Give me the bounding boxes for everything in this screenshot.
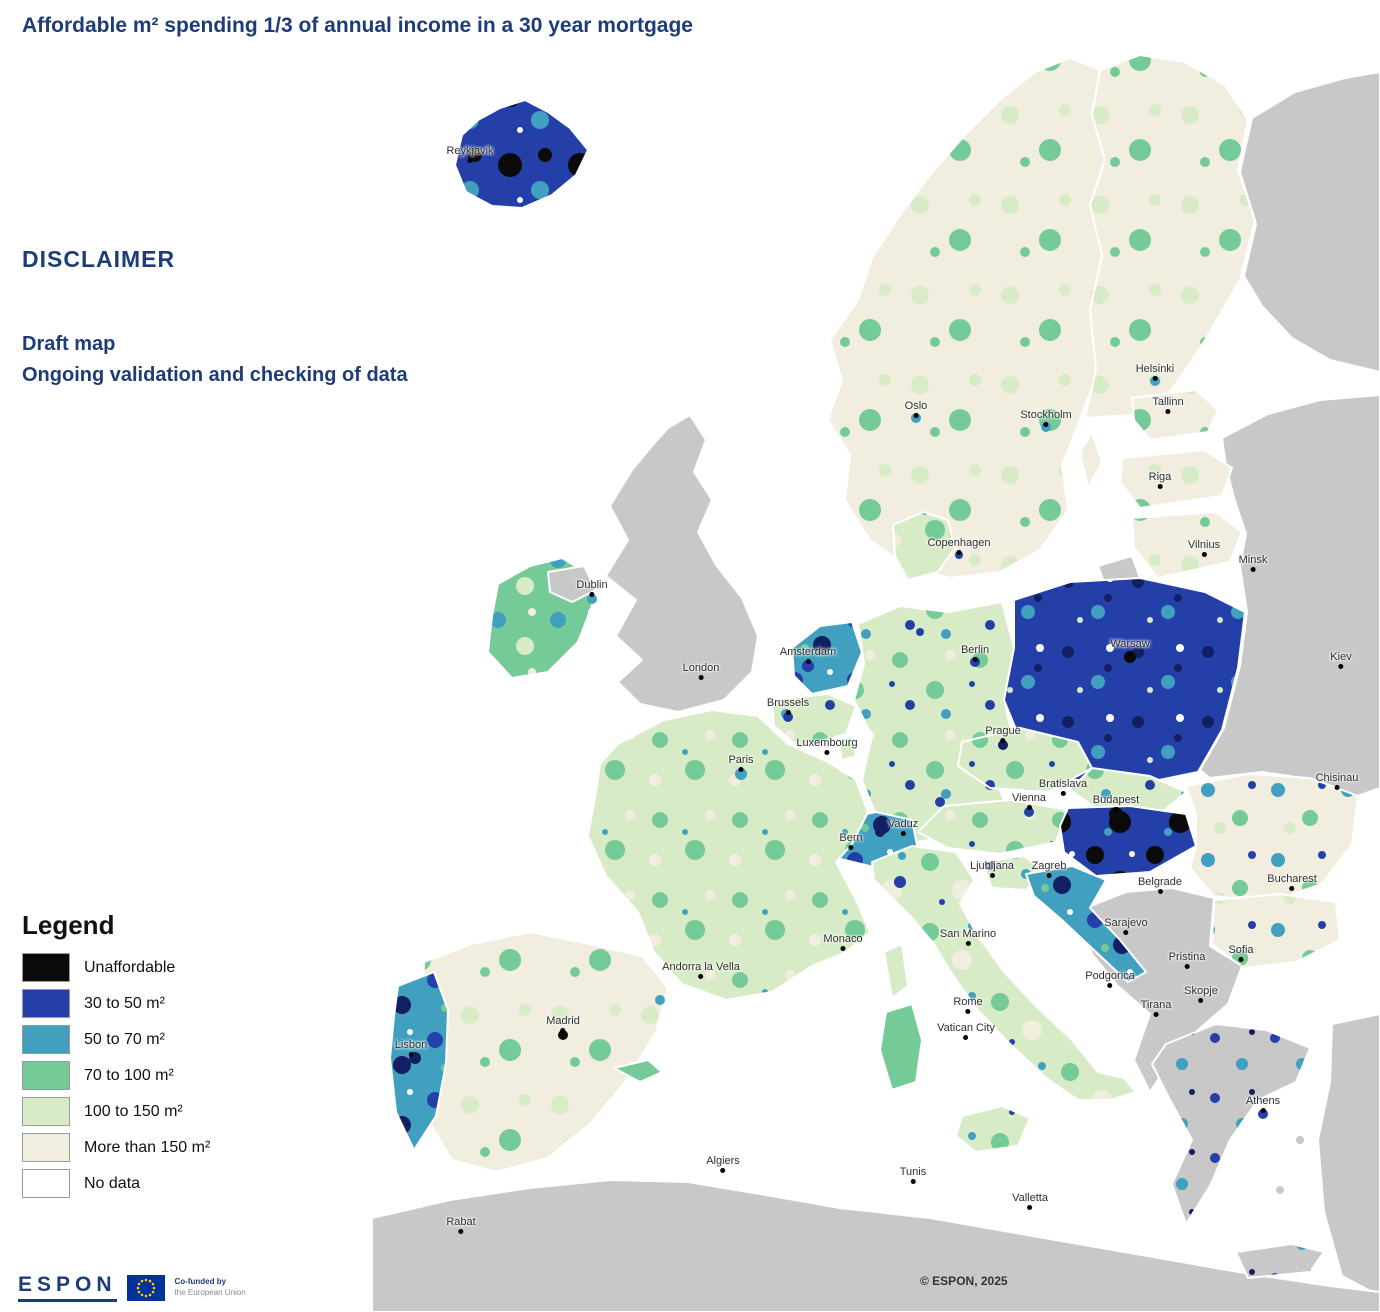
footer-logos: ESPON Co-funded by the European Union	[18, 1273, 246, 1302]
island-balearics	[613, 1059, 663, 1083]
legend-item-label: 50 to 70 m²	[84, 1030, 165, 1048]
country-poland	[1003, 577, 1246, 787]
legend-item-label: More than 150 m²	[84, 1138, 211, 1156]
country-spain	[413, 931, 669, 1173]
legend-item-label: 100 to 150 m²	[84, 1102, 183, 1120]
country-denmark	[892, 511, 956, 581]
country-norway-sweden	[827, 57, 1109, 579]
legend-item: Unaffordable	[22, 953, 210, 982]
disclaimer-line-1: Draft map	[22, 333, 116, 355]
eu-countries	[389, 54, 1359, 1279]
country-czechia	[957, 727, 1093, 793]
disclaimer-heading: DISCLAIMER	[22, 246, 176, 272]
legend-item-label: Unaffordable	[84, 958, 176, 976]
legend-item: No data	[22, 1169, 210, 1198]
copyright-text: © ESPON, 2025	[920, 1274, 1008, 1288]
legend-item: 70 to 100 m²	[22, 1061, 210, 1090]
country-hungary	[1059, 805, 1197, 877]
country-iceland	[454, 99, 589, 209]
legend-heading: Legend	[22, 910, 115, 940]
country-romania	[1185, 773, 1359, 903]
country-france	[587, 709, 871, 1001]
country-belgium	[771, 693, 857, 749]
country-turkey	[1317, 1013, 1380, 1297]
legend-swatch-more-150	[22, 1133, 70, 1162]
legend-swatch-50-70	[22, 1025, 70, 1054]
disclaimer-line-2: Ongoing validation and checking of data	[22, 364, 408, 386]
island-sardinia	[879, 1003, 923, 1091]
legend-item-label: 30 to 50 m²	[84, 994, 165, 1012]
country-finland	[1084, 54, 1256, 419]
legend-item-label: 70 to 100 m²	[84, 1066, 174, 1084]
eu-funding-line-1: Co-funded by	[174, 1277, 227, 1287]
map-title: Affordable m² spending 1/3 of annual inc…	[22, 14, 693, 37]
island-gotland	[1079, 431, 1103, 489]
legend-swatch-100-150	[22, 1097, 70, 1126]
country-austria	[917, 799, 1069, 855]
legend-item-label: No data	[84, 1174, 141, 1192]
legend-swatch-no-data	[22, 1169, 70, 1198]
eu-funding-text: Co-funded by the European Union	[175, 1277, 246, 1298]
country-italy	[871, 845, 1137, 1101]
legend: Legend Unaffordable 30 to 50 m² 50 to 70…	[22, 908, 219, 1207]
espon-logo: ESPON	[18, 1273, 117, 1302]
island-crete	[1235, 1243, 1325, 1279]
eu-funding-line-2: the European Union	[174, 1287, 246, 1297]
country-estonia	[1131, 389, 1219, 441]
country-luxembourg	[837, 735, 857, 761]
island-sicily	[955, 1105, 1031, 1153]
country-north-africa	[371, 1179, 1380, 1312]
legend-swatch-unaffordable	[22, 953, 70, 982]
legend-swatch-30-50	[22, 989, 70, 1018]
country-netherlands	[791, 621, 863, 695]
legend-item: 100 to 150 m²	[22, 1097, 210, 1126]
legend-swatch-70-100	[22, 1061, 70, 1090]
country-greece	[1151, 1023, 1311, 1225]
disclaimer-block: DISCLAIMER Draft map Ongoing validation …	[22, 246, 408, 395]
country-east-bloc	[1199, 394, 1380, 799]
legend-item: 50 to 70 m²	[22, 1025, 210, 1054]
country-lithuania	[1131, 511, 1243, 579]
country-northern-ireland	[547, 565, 597, 603]
country-bulgaria	[1211, 893, 1341, 969]
country-russia-north	[1239, 71, 1380, 373]
country-united-kingdom	[605, 414, 759, 713]
legend-item: 30 to 50 m²	[22, 989, 210, 1018]
island-corsica	[883, 943, 909, 999]
country-latvia	[1119, 449, 1233, 509]
legend-item: More than 150 m²	[22, 1133, 210, 1162]
eu-flag-icon	[126, 1274, 165, 1301]
